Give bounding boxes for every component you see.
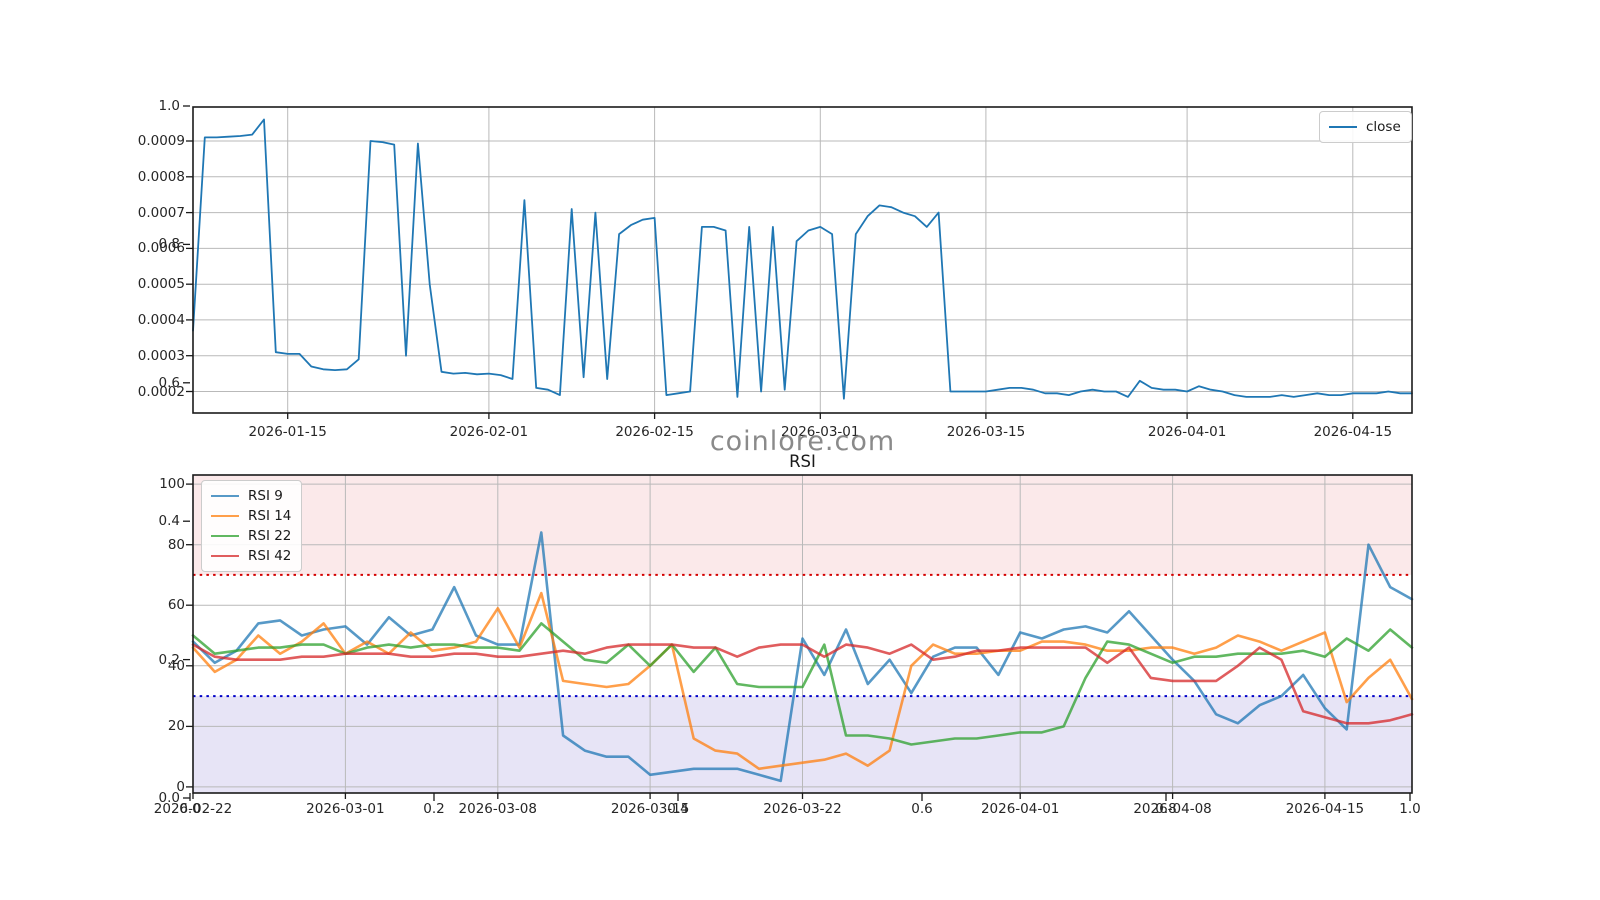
price-chart [186,106,1413,419]
rsi42-line [191,643,1414,725]
rsi-x-tick-label: 2026-02-22 [153,801,233,817]
price-x-tick-label: 2026-02-01 [449,424,529,440]
rsi-y-tick-label: 40 [167,657,185,674]
overlay-y-tick-label: 0.6 [158,374,180,391]
rsi-y-tick-label: 20 [167,718,185,735]
price-y-tick-label: 0.0009 [137,133,185,149]
rsi-chart-title: RSI [789,452,816,471]
price-x-tick-label: 2026-03-15 [946,424,1026,440]
overlay-x-tick-label: 0.8 [1155,801,1177,817]
rsi9-line [191,531,1414,783]
overlay-y-tick-label: 1.0 [158,98,180,114]
price-y-tick-label: 0.0003 [137,347,185,364]
rsi42-line-sample [211,555,239,557]
rsi-x-tick-label: 2026-04-01 [980,801,1060,817]
price-y-tick-label: 0.0007 [137,204,185,221]
overlay-y-tick-label: 0.8 [158,236,180,253]
price-x-tick-label: 2026-02-15 [615,424,694,440]
rsi-x-tick-label: 2026-04-08 [1133,801,1212,817]
rsi-chart [186,474,1414,799]
rsi-x-tick-label: 2026-03-15 [610,801,690,817]
legend-label-rsi9: RSI 9 [248,488,283,504]
rsi-x-tick-label: 2026-03-01 [306,801,385,817]
rsi-x-tick-label: 2026-03-22 [763,801,842,817]
rsi22-line [191,622,1414,746]
price-y-tick-label: 0.0004 [137,311,185,328]
legend-row-rsi22: RSI 22 [211,526,291,546]
rsi-y-tick-label: 60 [167,597,185,614]
price-x-tick-label: 2026-03-01 [781,424,860,440]
overlay-x-tick-label: 0.2 [423,801,445,817]
price-x-tick-label: 2026-01-15 [248,424,327,440]
legend-row-rsi42: RSI 42 [211,546,291,566]
rsi-x-tick-label: 2026-04-15 [1285,801,1365,817]
watermark: coinlore.com [709,426,896,457]
close-line-sample [1329,126,1357,128]
price-legend: close [1319,111,1412,143]
rsi-x-tick-label: 2026-03-08 [458,801,537,817]
rsi-legend: RSI 9 RSI 14 RSI 22 RSI 42 [201,480,303,572]
overlay-x-tick-label: 0.6 [911,801,933,817]
close-line [192,118,1413,400]
overlay-x-tick-label: 0.4 [667,801,689,817]
price-y-tick-label: 0.0008 [137,168,185,185]
legend-row-rsi9: RSI 9 [211,486,291,506]
legend-label-close: close [1366,119,1401,135]
legend-label-rsi14: RSI 14 [248,508,292,524]
legend-row-rsi14: RSI 14 [211,506,291,526]
price-y-tick-label: 0.0002 [137,383,185,400]
rsi-y-tick-label: 0 [176,778,185,795]
legend-row-close: close [1329,117,1401,137]
price-x-tick-label: 2026-04-15 [1313,424,1393,440]
overlay-y-tick-label: 0.2 [158,651,180,668]
rsi-y-tick-label: 80 [167,536,185,553]
price-y-tick-label: 0.0006 [137,240,185,257]
overlay-y-tick-label: 0.0 [158,790,180,806]
rsi22-line-sample [211,535,239,537]
legend-label-rsi22: RSI 22 [248,528,292,544]
overlay-x-tick-label: 0.0 [179,801,201,817]
legend-label-rsi42: RSI 42 [248,548,292,564]
rsi14-line-sample [211,515,239,517]
rsi9-line-sample [211,495,239,497]
rsi-y-tick-label: 100 [159,476,185,493]
price-x-tick-label: 2026-04-01 [1147,424,1227,440]
price-y-tick-label: 0.0005 [137,276,185,293]
overlay-x-tick-label: 1.0 [1399,801,1421,817]
overlay-y-tick-label: 0.4 [158,513,180,530]
price-spines [192,106,1413,414]
